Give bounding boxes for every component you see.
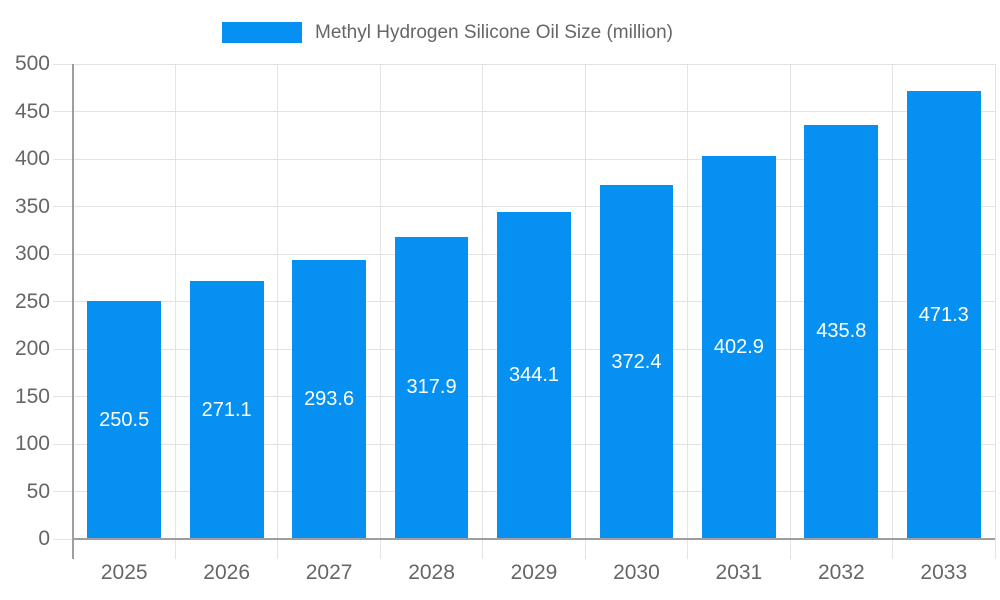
x-axis-line (73, 538, 995, 540)
bar-value-label: 250.5 (99, 408, 150, 431)
bar-2030[interactable]: 372.4 (599, 185, 674, 539)
bar-value-label: 344.1 (508, 364, 560, 387)
y-axis-line (72, 64, 74, 559)
y-gridline (53, 63, 995, 65)
y-axis-tick-label: 0 (38, 527, 50, 550)
bar-2028[interactable]: 317.9 (394, 236, 469, 539)
x-axis-tick-label: 2025 (100, 561, 148, 584)
bar-2025[interactable]: 250.5 (87, 301, 162, 539)
bar-2033[interactable]: 471.3 (906, 91, 981, 539)
bar-2032[interactable]: 435.8 (804, 124, 879, 539)
chart-legend[interactable]: Methyl Hydrogen Silicone Oil Size (milli… (222, 22, 673, 43)
y-axis-tick-label: 300 (14, 242, 50, 265)
bar-value-label: 271.1 (201, 398, 252, 421)
y-axis-tick-label: 250 (14, 289, 50, 313)
x-axis-tick-label: 2033 (920, 561, 968, 584)
bar-2029[interactable]: 344.1 (497, 212, 571, 539)
bar-value-label: 402.9 (713, 336, 764, 359)
legend-series-label: Methyl Hydrogen Silicone Oil Size (milli… (315, 22, 673, 43)
x-gridline (687, 64, 689, 559)
bar-2031[interactable]: 402.9 (702, 156, 776, 539)
y-axis-tick-label: 50 (26, 479, 50, 503)
x-gridline (277, 64, 279, 559)
x-axis-tick-label: 2032 (817, 561, 865, 584)
x-axis-tick-label: 2026 (203, 561, 251, 584)
x-gridline (892, 64, 894, 559)
bar-value-label: 293.6 (304, 388, 355, 411)
bar-value-label: 372.4 (611, 350, 662, 373)
y-axis-tick-label: 350 (14, 194, 50, 218)
x-gridline (482, 64, 484, 559)
y-axis-tick-label: 500 (14, 52, 50, 75)
y-axis-tick-label: 450 (14, 99, 50, 123)
x-axis-tick-label: 2028 (408, 561, 455, 584)
bar-2026[interactable]: 271.1 (189, 281, 264, 539)
y-gridline (53, 111, 995, 112)
x-gridline (994, 64, 996, 559)
x-gridline (584, 64, 586, 559)
y-axis-tick-label: 400 (14, 147, 50, 170)
bar-value-label: 471.3 (918, 303, 969, 326)
y-gridline (53, 206, 995, 207)
x-gridline (379, 64, 381, 559)
x-axis-tick-label: 2029 (510, 561, 558, 584)
bar-value-label: 435.8 (816, 320, 867, 343)
y-axis-tick-label: 150 (14, 384, 50, 408)
x-axis-tick-label: 2031 (715, 561, 763, 584)
legend-color-swatch (222, 22, 302, 43)
bar-2027[interactable]: 293.6 (292, 260, 366, 539)
x-axis-tick-label: 2030 (613, 561, 660, 584)
x-axis-tick-label: 2027 (305, 561, 353, 584)
y-axis-tick-label: 100 (14, 432, 50, 455)
y-axis-tick-label: 200 (14, 337, 50, 360)
x-gridline (789, 64, 791, 559)
x-gridline (174, 64, 176, 559)
y-gridline (53, 158, 995, 160)
bar-value-label: 317.9 (406, 376, 457, 399)
